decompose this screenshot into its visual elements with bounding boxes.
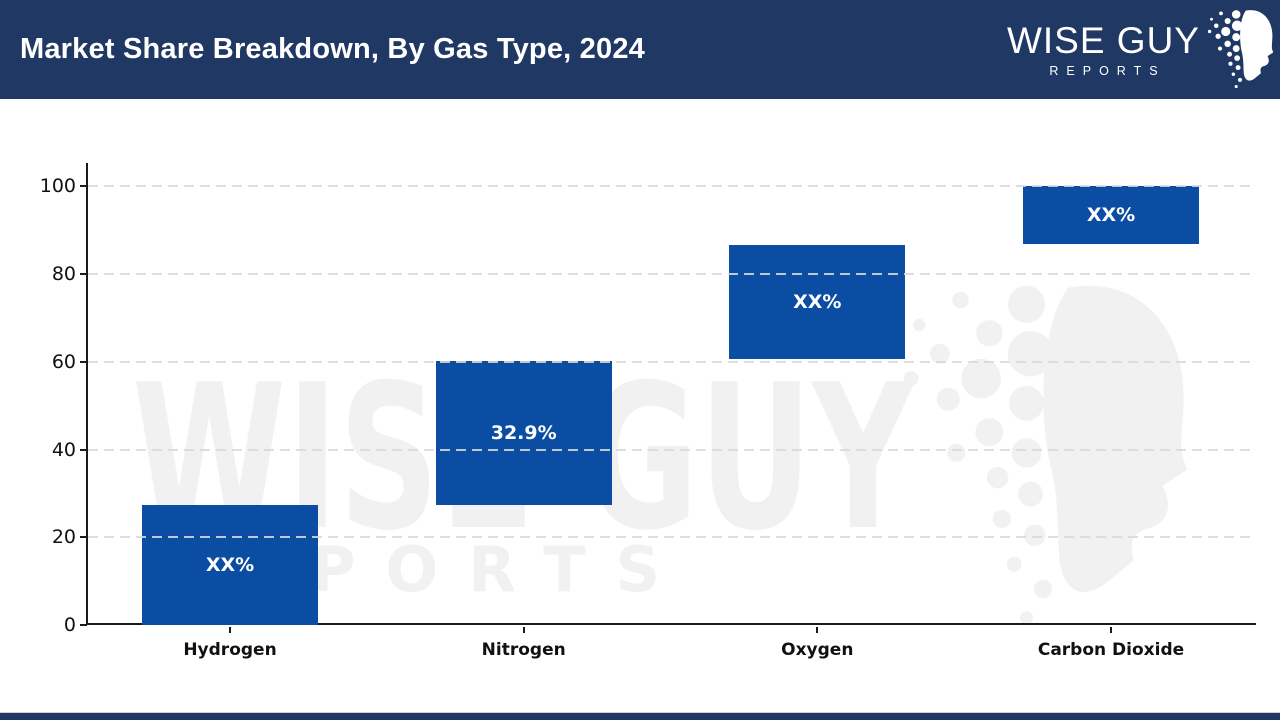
x-tick-label-nitrogen: Nitrogen <box>481 640 566 660</box>
x-tick-mark <box>1110 627 1112 633</box>
x-axis-spine <box>86 623 1256 625</box>
gridline-60 <box>88 360 1253 363</box>
bar-value-label: XX% <box>205 554 255 577</box>
y-tick-label: 60 <box>51 350 76 373</box>
brand-logo: WISE GUY REPORTS <box>1007 0 1280 99</box>
logo-subtext: REPORTS <box>1049 63 1166 78</box>
bar-value-label: 32.9% <box>490 422 557 445</box>
y-tick-mark <box>80 624 87 626</box>
logo-text: WISE GUY REPORTS <box>1007 22 1200 78</box>
x-tick-label-carbon-dioxide: Carbon Dioxide <box>1037 640 1185 660</box>
bar-nitrogen <box>435 360 612 506</box>
y-tick-label: 80 <box>51 263 76 286</box>
chart-area: WISE GUY REPORTS XX% 32.9% XX% XX% 0 20 40 60 80… <box>0 99 1280 712</box>
bar-oxygen <box>729 244 906 359</box>
x-tick-mark <box>816 627 819 633</box>
y-tick-label: 100 <box>39 175 76 198</box>
gridline-80 <box>88 273 1253 276</box>
x-tick-mark <box>229 627 231 633</box>
y-tick-mark <box>80 360 87 363</box>
header: Market Share Breakdown, By Gas Type, 202… <box>0 0 1280 99</box>
y-tick-label: 40 <box>51 438 76 461</box>
bar-value-label: XX% <box>1086 203 1136 226</box>
bar-carbon-dioxide <box>1023 185 1199 244</box>
gridline-20 <box>88 536 1253 539</box>
logo-wordmark: WISE GUY <box>1006 19 1200 61</box>
logo-head-icon <box>1207 9 1274 88</box>
gridline-40 <box>88 448 1253 451</box>
y-tick-mark <box>80 448 87 451</box>
y-tick-label: 20 <box>51 526 76 549</box>
bar-hydrogen <box>142 505 318 625</box>
y-tick-mark <box>80 273 87 276</box>
x-tick-label-hydrogen: Hydrogen <box>183 640 277 660</box>
page-title: Market Share Breakdown, By Gas Type, 202… <box>20 33 645 65</box>
y-tick-mark <box>80 185 87 188</box>
bar-value-label: XX% <box>793 290 842 313</box>
watermark-head-graphic <box>903 285 1188 625</box>
y-tick-label: 0 <box>63 614 76 636</box>
footer-bar <box>0 712 1280 720</box>
y-tick-mark <box>80 536 87 539</box>
gridline-100 <box>88 185 1253 188</box>
x-tick-label-oxygen: Oxygen <box>781 640 854 660</box>
y-axis-spine <box>86 163 88 625</box>
x-tick-mark <box>522 627 525 633</box>
